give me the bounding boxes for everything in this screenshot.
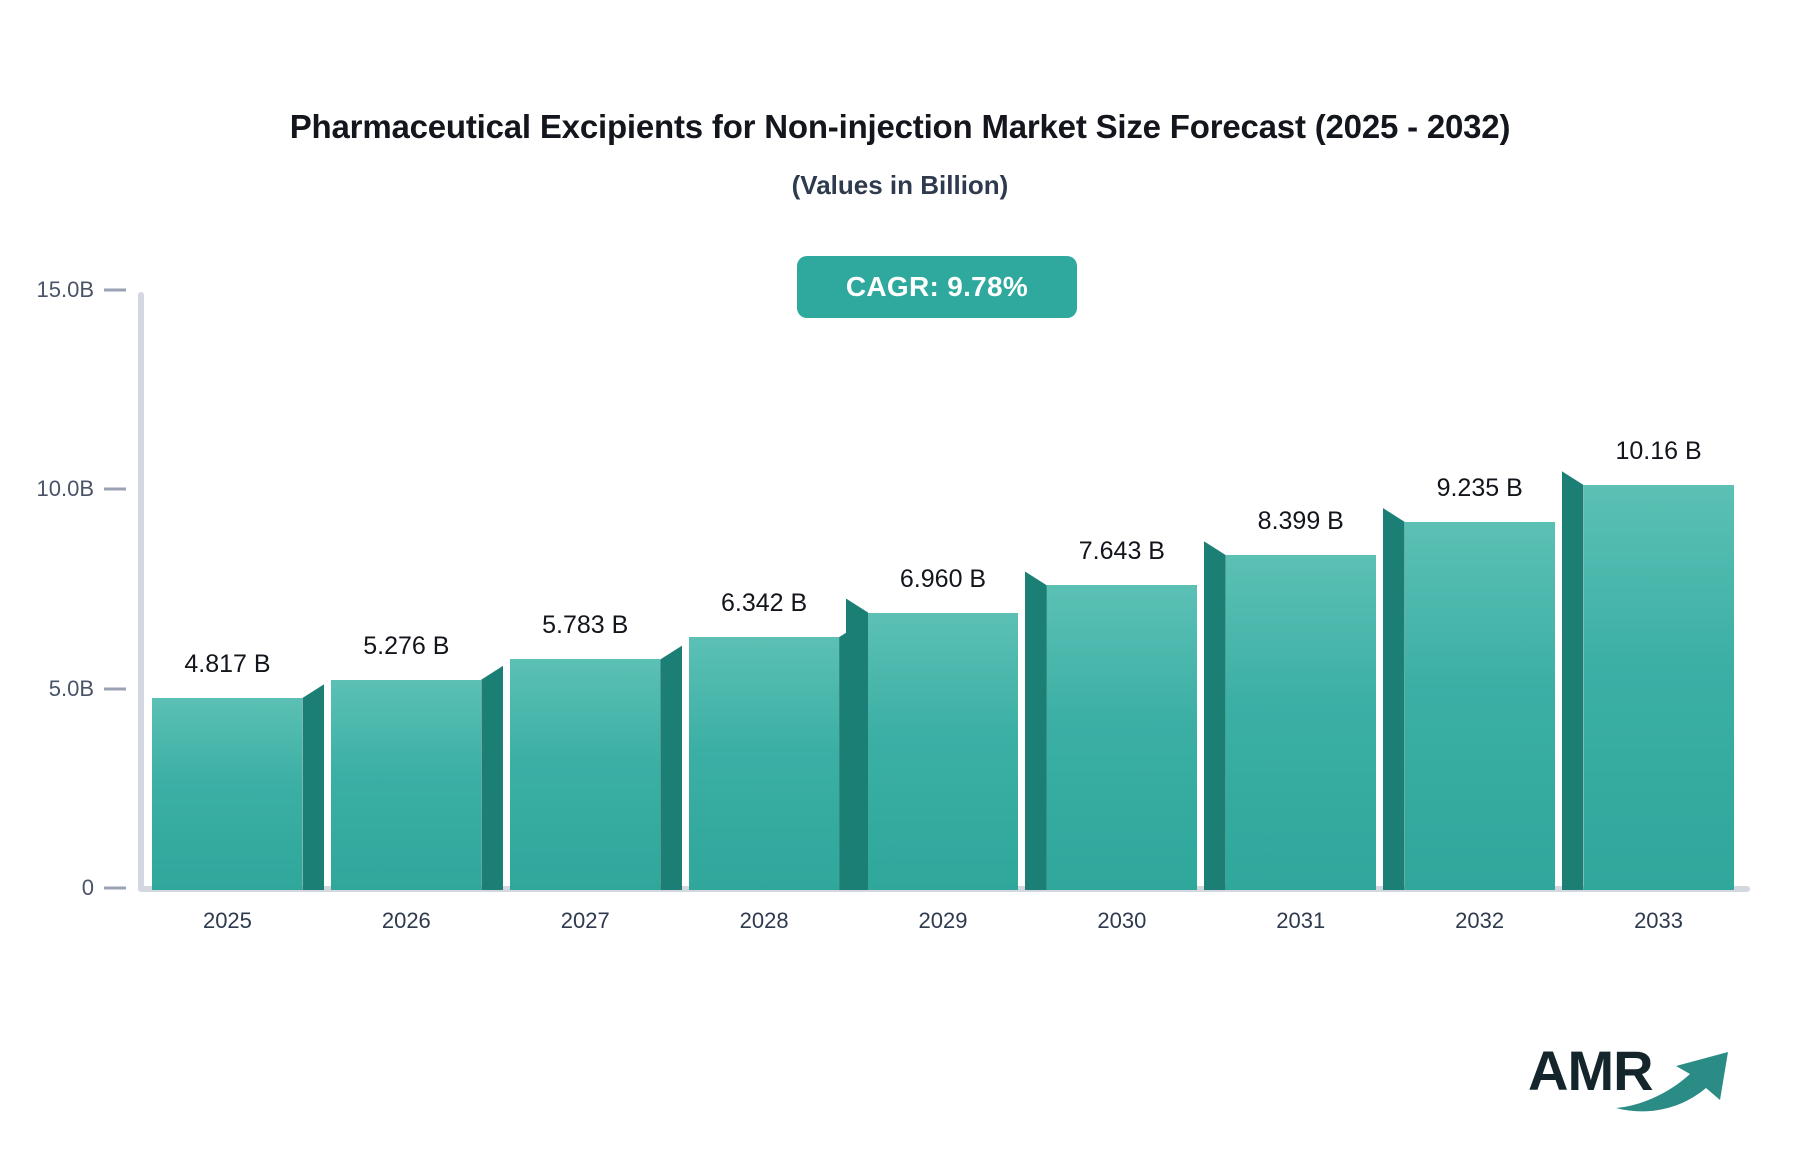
bar-value-label: 9.235 B <box>1436 473 1523 502</box>
bar-side-face <box>1203 541 1226 890</box>
x-axis-tick-label: 2026 <box>381 908 431 933</box>
amr-logo-text: AMR <box>1528 1039 1654 1102</box>
bar-front-face <box>1583 484 1734 890</box>
bar-value-label: 10.16 B <box>1615 436 1702 465</box>
cagr-badge-label: CAGR: 9.78% <box>845 271 1029 302</box>
y-axis-tick-label: 0 <box>81 875 94 900</box>
bar-front-face <box>1046 585 1197 890</box>
bar-front-face <box>152 697 303 890</box>
bar-value-label: 7.643 B <box>1078 537 1165 566</box>
x-axis-tick-label: 2031 <box>1276 908 1326 933</box>
bar-front-face <box>1225 555 1376 890</box>
bar-side-face <box>302 683 325 890</box>
plot-area <box>138 290 1748 890</box>
bar-front-face <box>331 679 482 890</box>
y-axis-tick-label: 15.0B <box>36 277 95 302</box>
chart-subtitle: (Values in Billion) <box>791 170 1009 200</box>
bar-2029[interactable] <box>846 598 1018 890</box>
bar-value-label: 5.783 B <box>542 611 629 640</box>
bar-value-label: 5.276 B <box>363 631 450 660</box>
bar-2025[interactable] <box>152 683 325 890</box>
amr-logo: AMR <box>1528 1032 1743 1118</box>
bar-value-label: 4.817 B <box>184 649 271 678</box>
x-axis-tick-label: 2033 <box>1634 908 1684 933</box>
cagr-badge: CAGR: 9.78% <box>797 256 1077 318</box>
bar-side-face <box>481 665 504 890</box>
bar-side-face <box>1024 571 1047 890</box>
bar-side-face <box>846 598 868 890</box>
bar-front-face <box>868 612 1018 890</box>
bar-2033[interactable] <box>1561 470 1734 890</box>
bar-2031[interactable] <box>1203 541 1376 890</box>
bar-front-face <box>510 659 661 890</box>
bar-value-label: 8.399 B <box>1257 507 1344 536</box>
bar-front-face <box>689 637 840 890</box>
chart-title: Pharmaceutical Excipients for Non-inject… <box>289 108 1511 145</box>
bar-front-face <box>1404 521 1555 890</box>
bar-side-face <box>1561 470 1584 890</box>
bar-side-face <box>660 645 683 890</box>
y-axis-tick-mark <box>104 687 126 691</box>
y-axis-tick-label: 10.0B <box>36 476 95 502</box>
y-axis-tick-label: 5.0B <box>48 675 94 701</box>
bar-value-label: 6.342 B <box>721 589 808 618</box>
x-axis-tick-label: 2025 <box>202 908 252 933</box>
bar-2026[interactable] <box>331 665 504 890</box>
bar-2030[interactable] <box>1024 571 1197 890</box>
y-axis-tick-mark <box>104 886 126 890</box>
x-axis-tick-label: 2027 <box>560 908 610 933</box>
x-axis-tick-label: 2032 <box>1455 908 1505 933</box>
x-axis-tick-label: 2030 <box>1097 908 1147 933</box>
x-axis-tick-label: 2029 <box>918 908 968 933</box>
bar-2032[interactable] <box>1382 507 1555 890</box>
bar-2027[interactable] <box>510 645 683 890</box>
y-axis-tick-mark <box>104 288 126 292</box>
y-axis-tick-mark <box>104 487 126 491</box>
x-axis-tick-label: 2028 <box>739 908 789 933</box>
bar-2028[interactable] <box>689 623 862 890</box>
bar-side-face <box>1382 507 1405 890</box>
growth-arrow-icon <box>1616 1052 1728 1112</box>
y-axis-line <box>138 292 144 890</box>
bar-value-label: 6.960 B <box>899 564 987 593</box>
